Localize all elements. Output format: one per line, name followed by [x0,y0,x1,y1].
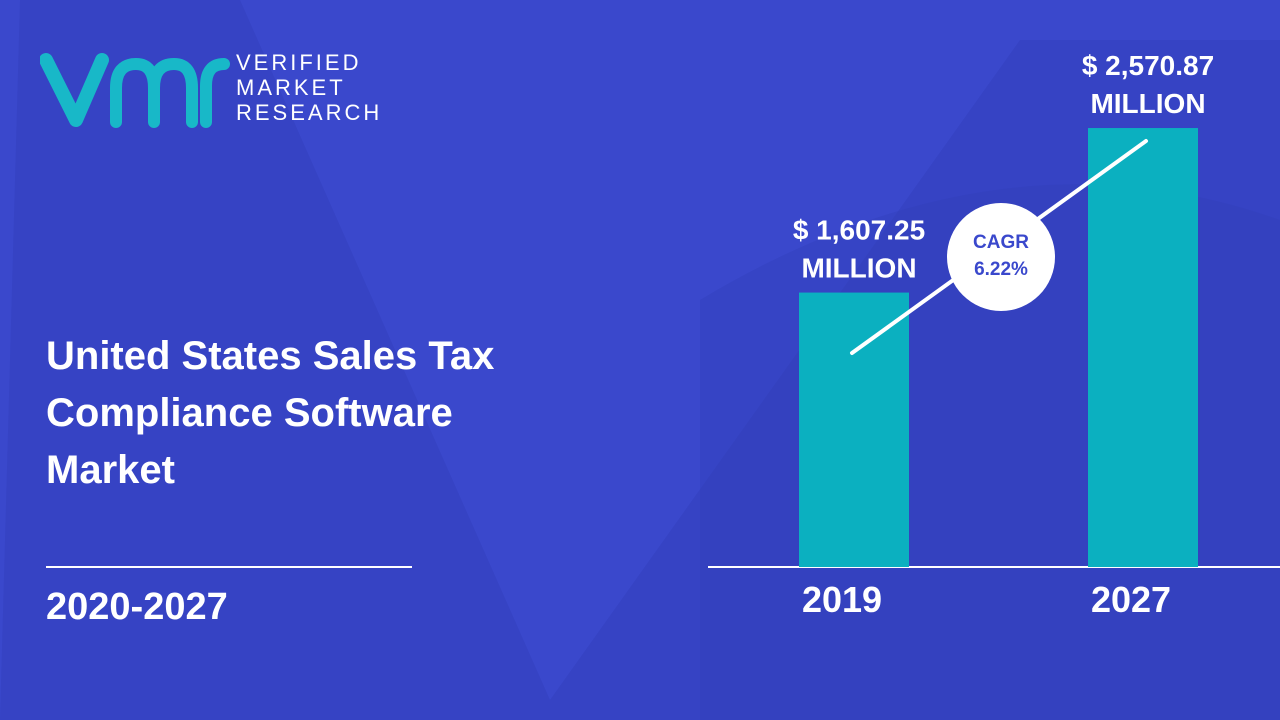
vmr-logo-icon [40,53,230,128]
data-label-2027-line-2: MILLION [1090,88,1205,119]
bar-2019 [799,292,909,567]
forecast-period: 2020-2027 [46,586,228,628]
cagr-text-line-1: CAGR [973,232,1029,253]
bar-2027 [1088,128,1198,568]
brand-line-1: VERIFIED [236,50,362,75]
data-label-2027-line-1: $ 2,570.87 [1082,50,1214,81]
data-label-2019-line-1: $ 1,607.25 [793,215,925,246]
report-title-line-3: Market [46,448,175,492]
brand-line-3: RESEARCH [236,100,383,125]
x-tick-label-2019: 2019 [802,579,882,620]
title-divider [46,566,412,568]
cagr-badge [947,203,1055,311]
report-title: United States Sales Tax Compliance Softw… [46,328,606,499]
cagr-text-line-2: 6.22% [974,259,1028,280]
data-label-2019-line-2: MILLION [801,253,916,284]
report-title-line-1: United States Sales Tax [46,334,495,378]
x-tick-label-2027: 2027 [1091,579,1171,620]
brand-name: VERIFIED MARKET RESEARCH [236,50,382,125]
brand-logo: VERIFIED MARKET RESEARCH [40,48,400,132]
report-title-line-2: Compliance Software [46,391,453,435]
brand-line-2: MARKET [236,75,346,100]
